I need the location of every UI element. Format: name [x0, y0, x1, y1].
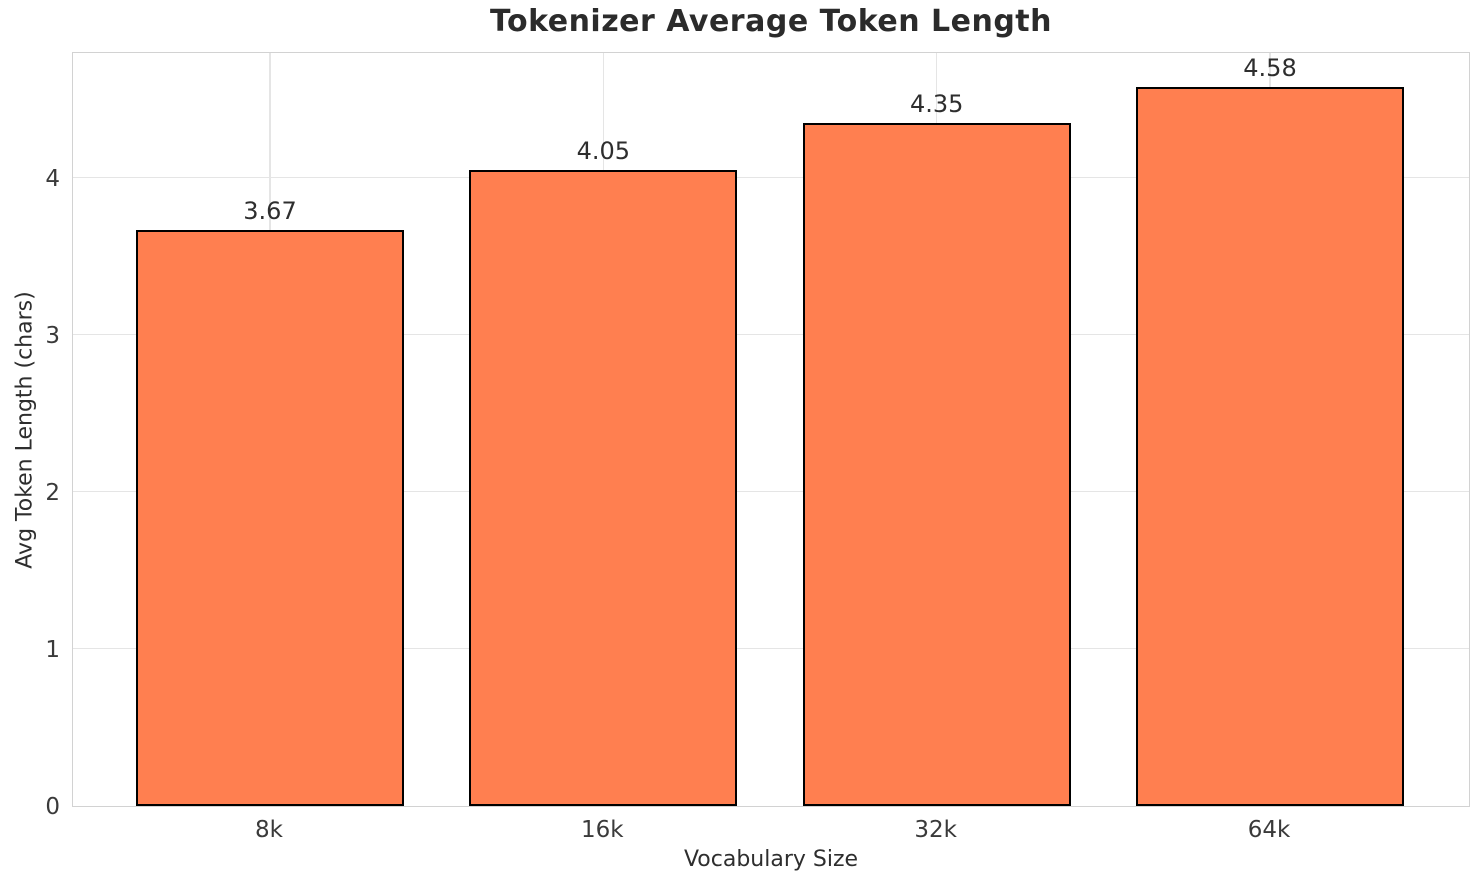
x-tick-label: 16k: [581, 817, 624, 843]
h-gridline: [73, 490, 1469, 493]
x-tick-label: 64k: [1247, 817, 1291, 843]
h-gridline: [73, 647, 1469, 650]
bar: [469, 170, 738, 806]
h-gridline: [73, 176, 1469, 179]
x-tick-label: 32k: [914, 817, 957, 843]
bar: [1136, 87, 1404, 806]
bar-value-label: 4.05: [576, 137, 631, 166]
y-tick-label: 0: [45, 794, 60, 820]
x-tick-label: 8k: [255, 817, 283, 843]
bar: [136, 229, 404, 806]
y-tick-label: 3: [45, 323, 60, 350]
y-tick-label: 1: [45, 637, 60, 664]
y-tick-label: 2: [45, 480, 60, 507]
x-axis-label: Vocabulary Size: [683, 847, 859, 872]
bar-value-label: 3.67: [243, 196, 297, 225]
bar: [802, 123, 1071, 806]
chart-title: Tokenizer Average Token Length: [489, 4, 1052, 39]
bar-value-label: 4.58: [1243, 54, 1297, 83]
y-tick-label: 4: [45, 166, 60, 193]
plot-area: 3.67 4.05 4.35 4.58: [72, 52, 1470, 807]
bar-value-label: 4.35: [909, 90, 964, 119]
h-gridline: [73, 333, 1469, 336]
